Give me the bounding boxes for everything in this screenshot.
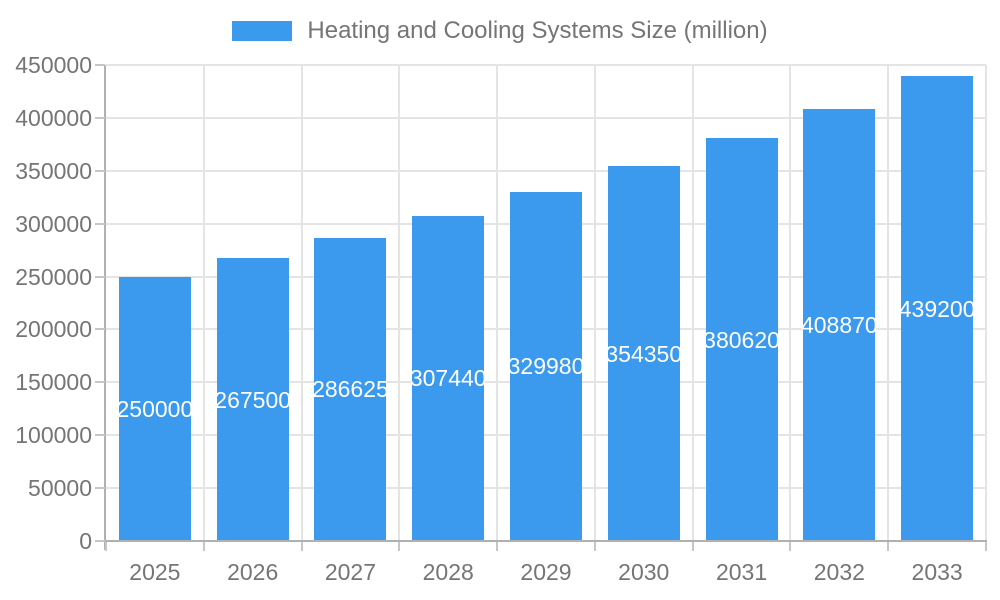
plot-area: 250000 267500 286625 307440 329980 354350 3806… <box>106 64 987 541</box>
x-axis-tick <box>789 542 792 551</box>
y-axis-label: 50000 <box>28 475 92 502</box>
x-axis-tick <box>593 542 596 551</box>
legend-swatch <box>232 21 293 41</box>
v-gridline <box>202 65 205 541</box>
bar <box>705 138 778 541</box>
y-axis-label: 450000 <box>15 52 92 78</box>
x-axis-tick <box>985 542 987 551</box>
y-axis-label: 0 <box>79 528 92 554</box>
bar <box>803 108 876 541</box>
y-axis-tick <box>95 169 105 172</box>
y-axis-label: 350000 <box>15 157 92 184</box>
legend-label: Heating and Cooling Systems Size (millio… <box>307 17 768 44</box>
x-axis-tick <box>496 542 499 551</box>
y-axis-tick <box>95 487 105 490</box>
bar-value-label: 250000 <box>116 395 194 422</box>
x-axis-label: 2025 <box>129 559 181 585</box>
h-gridline <box>106 169 986 172</box>
v-gridline <box>887 65 890 541</box>
y-axis-label: 100000 <box>15 422 92 449</box>
v-gridline <box>789 65 792 541</box>
bar <box>901 76 974 541</box>
bar <box>216 258 289 541</box>
y-axis-tick <box>95 275 105 278</box>
bar-value-label: 439200 <box>898 295 976 322</box>
bar <box>118 276 191 541</box>
h-gridline <box>106 116 986 119</box>
y-axis-label: 250000 <box>15 263 92 290</box>
y-axis-tick <box>95 222 105 225</box>
x-axis-label: 2033 <box>911 559 963 585</box>
x-axis-label: 2028 <box>422 559 474 585</box>
x-axis-tick <box>691 542 694 551</box>
y-axis-tick <box>95 381 105 384</box>
bar <box>510 191 582 541</box>
x-axis-label: 2026 <box>227 559 279 585</box>
x-axis-line <box>104 540 987 542</box>
legend: Heating and Cooling Systems Size (millio… <box>0 14 1000 48</box>
y-axis-tick <box>95 434 105 437</box>
x-axis-tick <box>202 542 205 551</box>
y-axis-tick <box>95 540 105 542</box>
v-gridline <box>398 65 401 541</box>
y-axis-label: 150000 <box>15 369 92 396</box>
x-axis-tick <box>300 542 303 551</box>
x-axis-tick <box>887 542 890 551</box>
x-axis-tick <box>398 542 401 551</box>
bar-value-label: 354350 <box>605 340 683 367</box>
bar <box>607 166 680 541</box>
bar-value-label: 286625 <box>312 376 389 403</box>
x-axis-label: 2030 <box>618 559 670 585</box>
bar-value-label: 408870 <box>800 311 878 338</box>
y-axis-tick <box>95 328 105 331</box>
x-axis-label: 2031 <box>715 559 768 585</box>
x-axis-label: 2027 <box>324 559 377 585</box>
y-axis-label: 300000 <box>15 210 92 237</box>
y-axis-line <box>104 65 106 550</box>
x-axis-label: 2032 <box>813 559 865 585</box>
v-gridline <box>691 65 694 541</box>
v-gridline <box>593 65 596 541</box>
v-gridline <box>496 65 499 541</box>
bar <box>314 237 387 541</box>
bar <box>412 215 485 541</box>
y-axis-label: 400000 <box>15 104 92 131</box>
v-gridline <box>985 65 987 541</box>
bar-value-label: 329980 <box>507 353 585 380</box>
y-axis-tick <box>95 64 105 66</box>
y-axis-label: 200000 <box>15 316 92 343</box>
h-gridline <box>106 64 986 66</box>
bar-value-label: 307440 <box>409 365 487 392</box>
bar-value-label: 380620 <box>703 326 780 353</box>
y-axis-tick <box>95 116 105 119</box>
v-gridline <box>300 65 303 541</box>
x-axis-tick <box>105 542 107 551</box>
x-axis-label: 2029 <box>520 559 572 585</box>
bar-value-label: 267500 <box>214 386 292 413</box>
